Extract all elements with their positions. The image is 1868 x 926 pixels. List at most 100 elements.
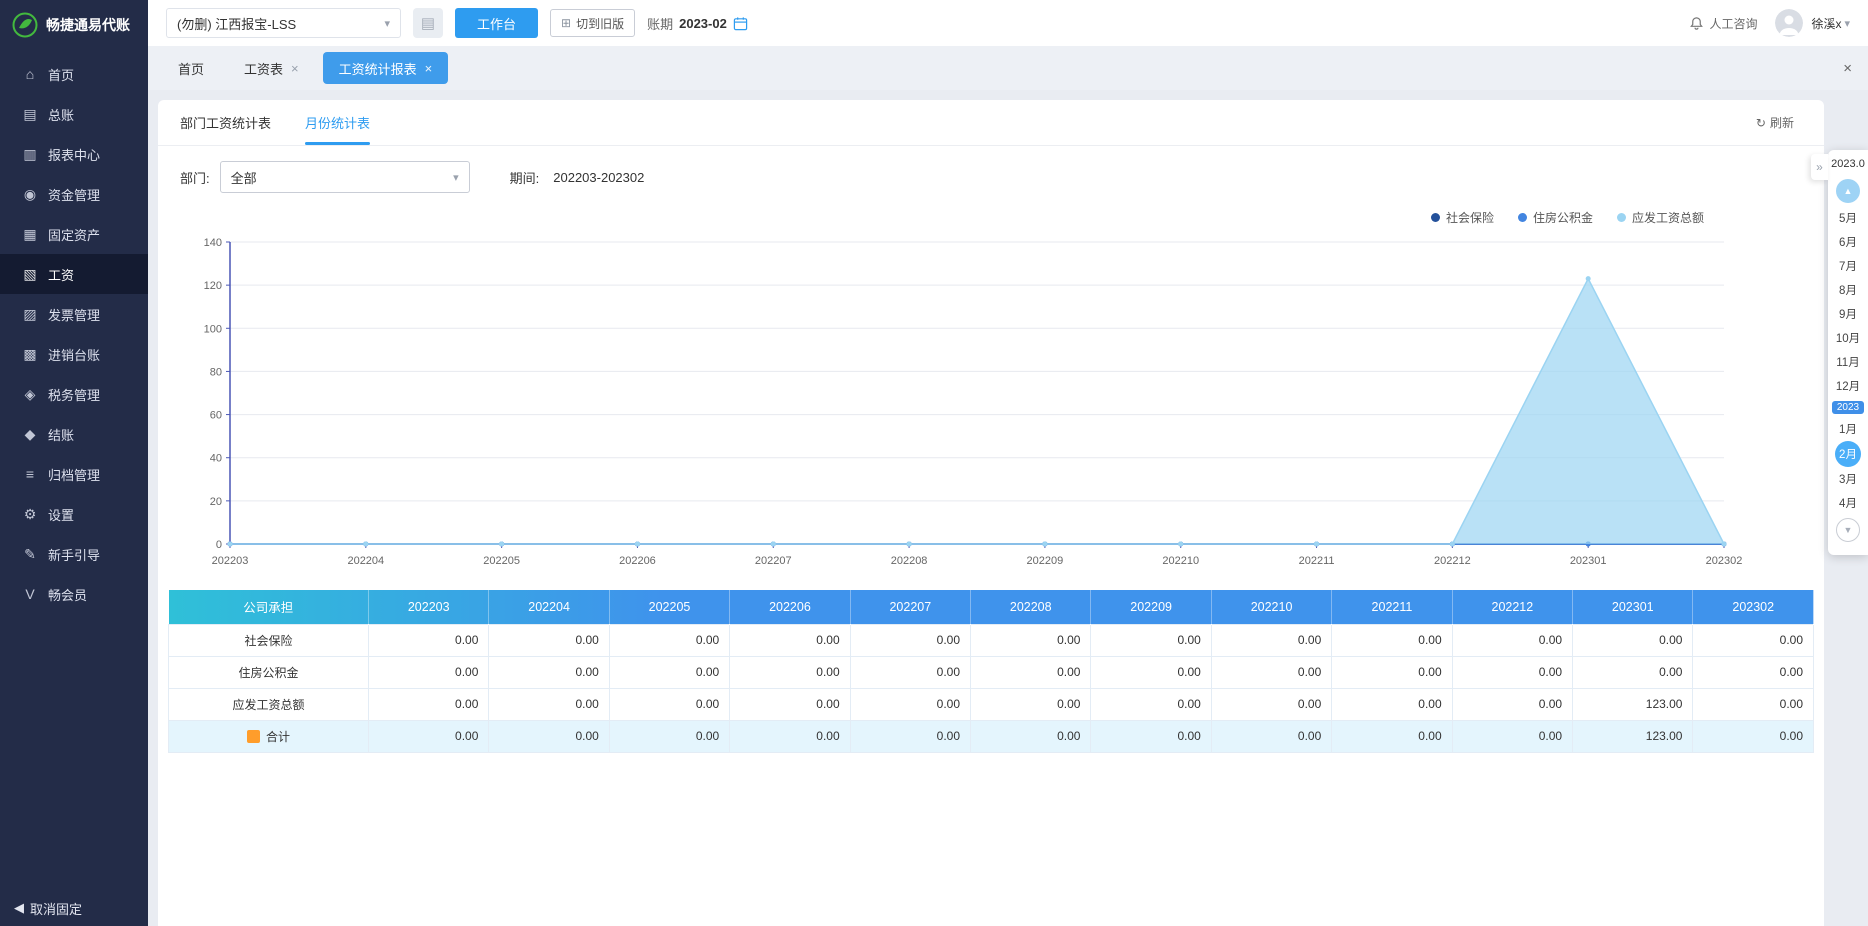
value-cell: 0.00 (970, 623, 1092, 657)
sidebar-menu: ⌂ 首页 ▤ 总账 ▥ 报表中心 ◉ 资金管理 ▦ 固定资产 ▧ 工资 ▨ 发票管理 ▩ 进销台账 ◈ 税务管理 ◆… (0, 50, 148, 890)
sidebar-item-invoice-management[interactable]: ▨ 发票管理 (0, 294, 148, 334)
month-item-11月[interactable]: 11月 (1836, 357, 1860, 369)
accounting-period: 账期 2023-02 (647, 14, 748, 33)
refresh-button[interactable]: ↻ 刷新 (1756, 114, 1802, 131)
value-cell: 0.00 (488, 623, 610, 657)
month-item-5月[interactable]: 5月 (1839, 213, 1857, 225)
sidebar-item-label: 结账 (48, 427, 75, 443)
month-item-1月[interactable]: 1月 (1839, 424, 1857, 436)
salary-stats-table: 公司承担 202203 202204 202205 202206 202207 202208… (168, 590, 1814, 753)
dept-select[interactable]: 全部 ▾ (219, 161, 470, 193)
value-cell: 0.00 (1090, 655, 1212, 689)
sidebar-item-beginner-guide[interactable]: ✎ 新手引导 (0, 534, 148, 574)
invoice-management-icon: ▨ (23, 305, 37, 322)
scroll-up-icon[interactable]: ▲ (1836, 179, 1860, 203)
report-card: 部门工资统计表 月份统计表 ↻ 刷新 部门: 全部 ▾ 期间: 202203-20… (158, 100, 1824, 926)
calendar-icon[interactable] (733, 16, 748, 31)
avatar[interactable] (1775, 9, 1804, 37)
svg-text:0: 0 (216, 539, 222, 551)
value-cell: 0.00 (1331, 687, 1453, 721)
scroll-down-icon[interactable]: ▼ (1836, 518, 1860, 542)
tab-close-icon[interactable]: × (424, 60, 433, 76)
sidebar-item-fixed-assets[interactable]: ▦ 固定资产 (0, 214, 148, 254)
value-cell: 0.00 (367, 623, 490, 657)
refresh-icon: ↻ (1755, 115, 1766, 130)
month-item-4月[interactable]: 4月 (1839, 498, 1857, 510)
subtab-dept-salary-stats[interactable]: 部门工资统计表 (180, 116, 272, 131)
sidebar-item-member[interactable]: V 畅会员 (0, 574, 148, 614)
legend-dot (1517, 212, 1527, 222)
tab-salary-sheet[interactable]: 工资表 × (228, 52, 315, 84)
table-header-cell: 202209 (1090, 590, 1212, 624)
month-item-7月[interactable]: 7月 (1839, 261, 1857, 273)
sidebar-item-label: 工资 (48, 267, 75, 283)
sidebar-item-closing[interactable]: ◆ 结账 (0, 414, 148, 454)
sidebar-item-fund-management[interactable]: ◉ 资金管理 (0, 174, 148, 214)
tab-home[interactable]: 首页 (162, 52, 220, 84)
subtab-monthly-stats[interactable]: 月份统计表 (305, 100, 371, 145)
year-badge[interactable]: 2023 (1831, 401, 1865, 414)
close-icon[interactable]: × (1843, 59, 1852, 77)
svg-text:80: 80 (210, 366, 222, 378)
svg-text:202212: 202212 (1434, 555, 1471, 567)
legend-item[interactable]: 住房公积金 (1517, 209, 1593, 226)
content-area: 部门工资统计表 月份统计表 ↻ 刷新 部门: 全部 ▾ 期间: 202203-20… (148, 90, 1868, 926)
workbench-button[interactable]: 工作台 (455, 8, 539, 38)
tab-label: 工资表 (244, 61, 284, 77)
sidebar-item-tax-management[interactable]: ◈ 税务管理 (0, 374, 148, 414)
tax-management-icon: ◈ (24, 385, 36, 402)
value-cell: 0.00 (729, 623, 851, 657)
month-item-8月[interactable]: 8月 (1839, 285, 1857, 297)
unpin-icon: ◀ (14, 900, 24, 915)
tabbar: 首页 工资表 × 工资统计报表 × × (148, 46, 1868, 90)
value-cell: 0.00 (849, 719, 972, 753)
report-center-icon: ▥ (23, 145, 37, 162)
consult-button[interactable]: 人工咨询 (1689, 15, 1757, 32)
username[interactable]: 徐溪x ▾ (1811, 15, 1850, 32)
month-item-10月[interactable]: 10月 (1835, 333, 1861, 345)
value-cell: 0.00 (970, 687, 1092, 721)
grid-icon: ⊞ (561, 16, 572, 30)
month-item-2月[interactable]: 2月 (1835, 441, 1861, 467)
memo-button[interactable]: ▤ (413, 8, 443, 38)
chart-legend: 社会保险 住房公积金 应发工资总额 (158, 208, 1824, 226)
table-header-cell: 202301 (1572, 590, 1694, 624)
collapse-panel-icon[interactable]: » (1811, 154, 1828, 180)
month-item-6月[interactable]: 6月 (1839, 237, 1857, 249)
sidebar-item-general-ledger[interactable]: ▤ 总账 (0, 94, 148, 134)
sidebar-item-salary[interactable]: ▧ 工资 (0, 254, 148, 294)
month-item-12月[interactable]: 12月 (1835, 381, 1861, 393)
tab-close-icon[interactable]: × (291, 60, 299, 76)
unpin-button[interactable]: ◀ 取消固定 (0, 890, 148, 926)
value-cell: 0.00 (729, 687, 851, 721)
main-column: (勿删) 江西报宝-LSS ▾ ▤ 工作台 ⊞ 切到旧版 账期 2023-02 … (148, 0, 1868, 926)
month-item-9月[interactable]: 9月 (1839, 309, 1857, 321)
tab-salary-stats-report[interactable]: 工资统计报表 × (322, 52, 449, 84)
row-label-cell: 社会保险 (168, 623, 369, 657)
table-header-cell: 202206 (729, 590, 851, 624)
sidebar-item-settings[interactable]: ⚙ 设置 (0, 494, 148, 534)
sidebar-item-report-center[interactable]: ▥ 报表中心 (0, 134, 148, 174)
logo-icon (12, 12, 38, 38)
period-value: 2023-02 (679, 15, 727, 31)
sidebar-item-archive-management[interactable]: ≡ 归档管理 (0, 454, 148, 494)
switch-old-version-button[interactable]: ⊞ 切到旧版 (550, 9, 636, 37)
sidebar-item-purchase-sale-ledger[interactable]: ▩ 进销台账 (0, 334, 148, 374)
legend-item[interactable]: 社会保险 (1430, 209, 1494, 226)
month-item-3月[interactable]: 3月 (1839, 474, 1857, 486)
sidebar-item-label: 首页 (48, 67, 75, 83)
archive-management-icon: ≡ (25, 466, 35, 482)
month-picker-header: 2023.0 (1831, 158, 1865, 170)
value-cell: 123.00 (1572, 687, 1694, 721)
value-cell: 0.00 (1451, 623, 1574, 657)
sidebar-item-home[interactable]: ⌂ 首页 (0, 54, 148, 94)
table-header-cell: 202302 (1692, 590, 1814, 624)
value-cell: 0.00 (1331, 623, 1453, 657)
table-row: 社会保险 0.00 0.00 0.00 0.00 0.00 0.00 0.00 0.00 0.00… (168, 623, 1814, 657)
table-header-cell: 公司承担 (168, 590, 369, 624)
company-select[interactable]: (勿删) 江西报宝-LSS ▾ (166, 8, 401, 38)
tab-list: 首页 工资表 × 工资统计报表 × (162, 52, 449, 84)
value-cell: 0.00 (367, 655, 490, 689)
filter-bar: 部门: 全部 ▾ 期间: 202203-202302 (158, 146, 1824, 208)
legend-item[interactable]: 应发工资总额 (1616, 209, 1704, 226)
